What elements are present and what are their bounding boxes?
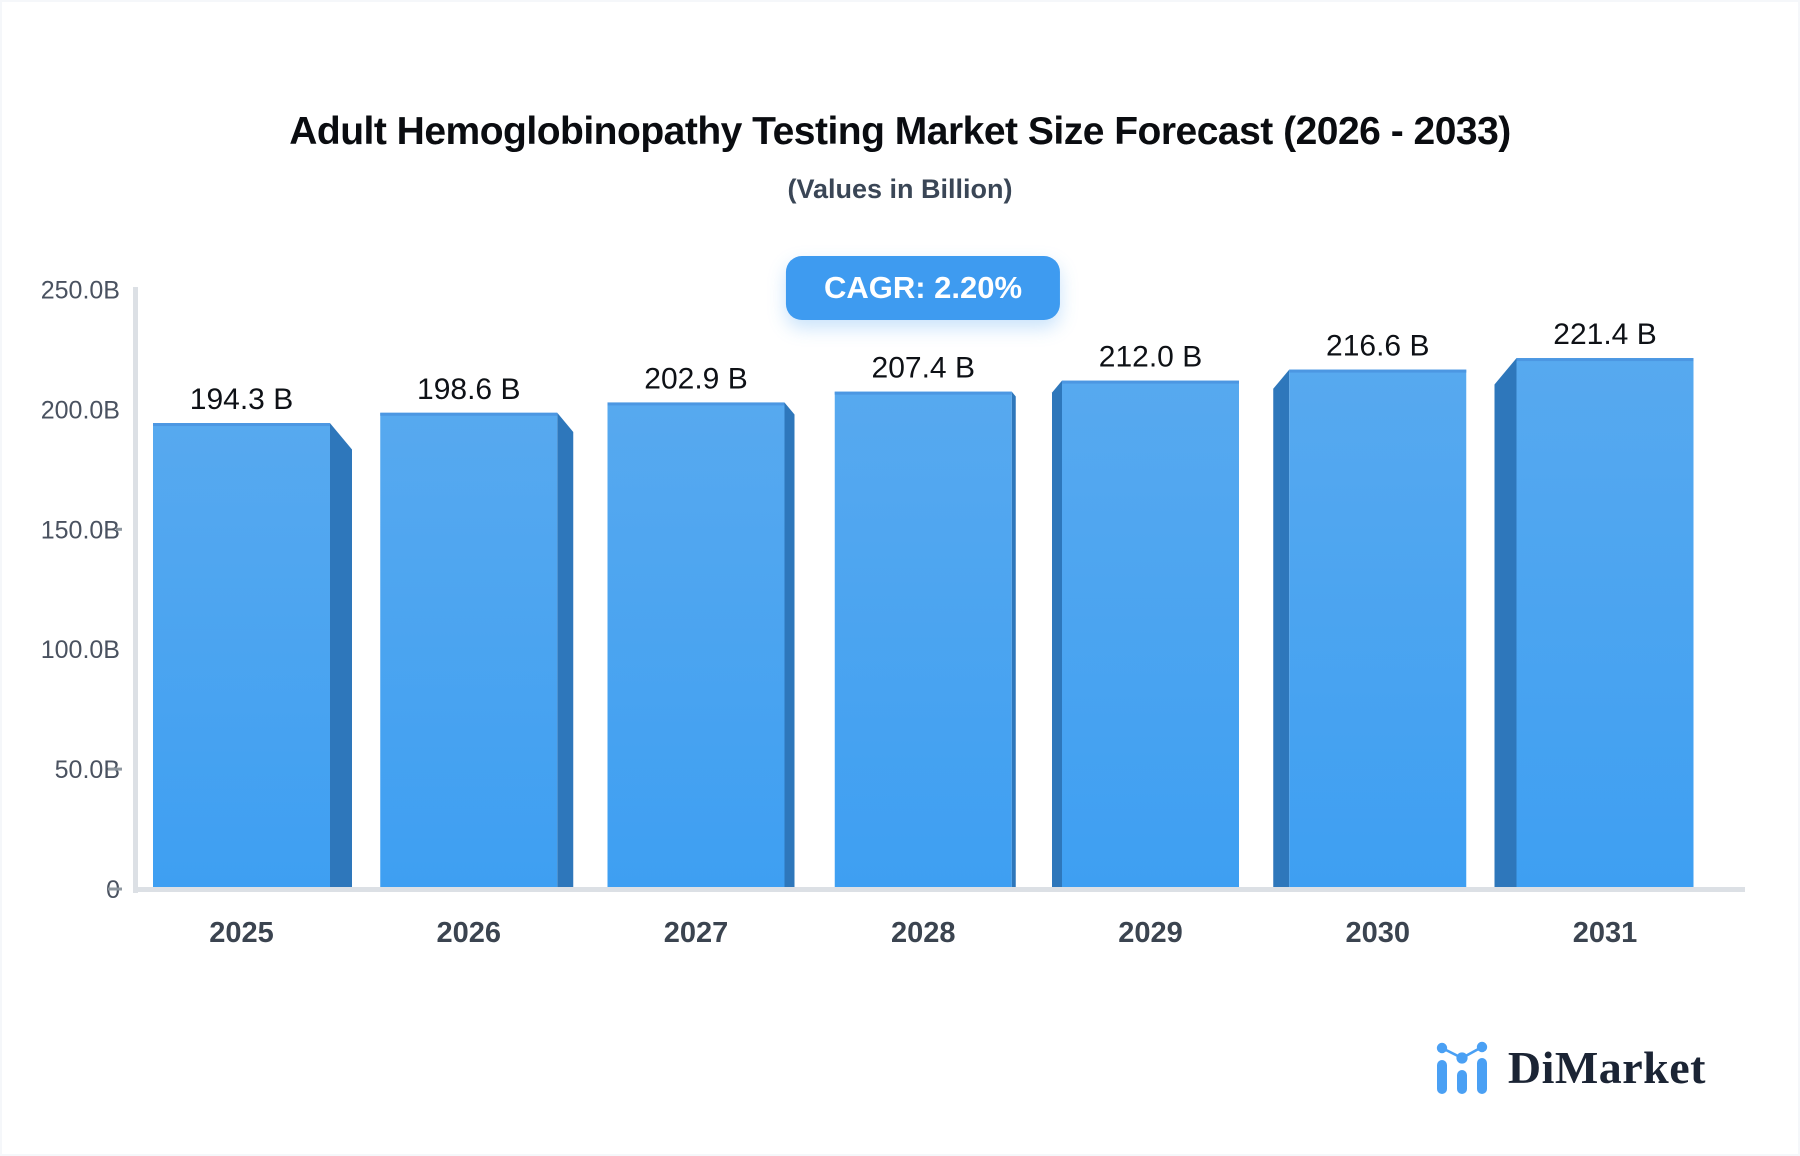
x-tick-2031: 2031 [1573, 917, 1638, 949]
chart-title: Adult Hemoglobinopathy Testing Market Si… [289, 110, 1511, 153]
value-label-2031: 221.4 B [1553, 318, 1656, 351]
bar-top-edge-2029 [1062, 380, 1239, 384]
bar-2031 [1516, 358, 1694, 890]
bar-2026 [380, 412, 558, 889]
x-tick-2030: 2030 [1345, 917, 1410, 949]
bar-side-2025 [330, 423, 352, 889]
y-tick-100: 100.0B [41, 636, 120, 664]
bar-side-2030 [1273, 369, 1290, 889]
value-label-2025: 194.3 B [190, 383, 293, 416]
bar-2027 [607, 402, 785, 889]
bar-2028 [834, 391, 1012, 889]
brand-logo: DiMarket [1432, 1038, 1706, 1096]
x-axis-line [133, 887, 1745, 892]
y-tick-mark-50 [108, 767, 122, 771]
value-label-2030: 216.6 B [1326, 330, 1429, 363]
chart-subtitle: (Values in Billion) [787, 174, 1013, 204]
bar-top-edge-2026 [380, 412, 558, 416]
bar-line-chart-icon [1432, 1038, 1496, 1096]
x-tick-2025: 2025 [209, 917, 274, 949]
y-tick-200: 200.0B [41, 396, 120, 424]
bar-top-edge-2030 [1289, 369, 1467, 373]
x-tick-2026: 2026 [436, 917, 501, 949]
value-label-2026: 198.6 B [417, 373, 520, 406]
bar-top-edge-2028 [834, 391, 1012, 395]
y-tick-250: 250.0B [41, 277, 120, 305]
bar-top-edge-2027 [607, 402, 785, 406]
y-tick-mark-150 [116, 527, 122, 531]
value-label-2027: 202.9 B [644, 362, 747, 395]
bar-side-2027 [784, 402, 795, 889]
cagr-badge: CAGR: 2.20% [785, 256, 1061, 320]
bar-side-2026 [557, 412, 574, 889]
bar-2030 [1289, 369, 1467, 889]
x-tick-2028: 2028 [891, 917, 956, 949]
bar-top-edge-2025 [153, 423, 330, 427]
value-label-2029: 212.0 B [1099, 341, 1202, 374]
value-label-2028: 207.4 B [872, 352, 975, 385]
bar-side-2029 [1052, 380, 1062, 889]
y-tick-mark-0 [108, 887, 122, 891]
bar-side-2028 [1011, 391, 1016, 889]
x-tick-2029: 2029 [1118, 917, 1183, 949]
bar-2025 [153, 423, 330, 889]
y-axis-line [133, 287, 138, 893]
brand-name: DiMarket [1507, 1041, 1706, 1093]
x-tick-2027: 2027 [664, 917, 729, 949]
bar-side-2031 [1494, 358, 1517, 890]
bar-top-edge-2031 [1516, 358, 1694, 362]
bar-2029 [1062, 380, 1239, 889]
y-tick-150: 150.0B [41, 516, 120, 544]
